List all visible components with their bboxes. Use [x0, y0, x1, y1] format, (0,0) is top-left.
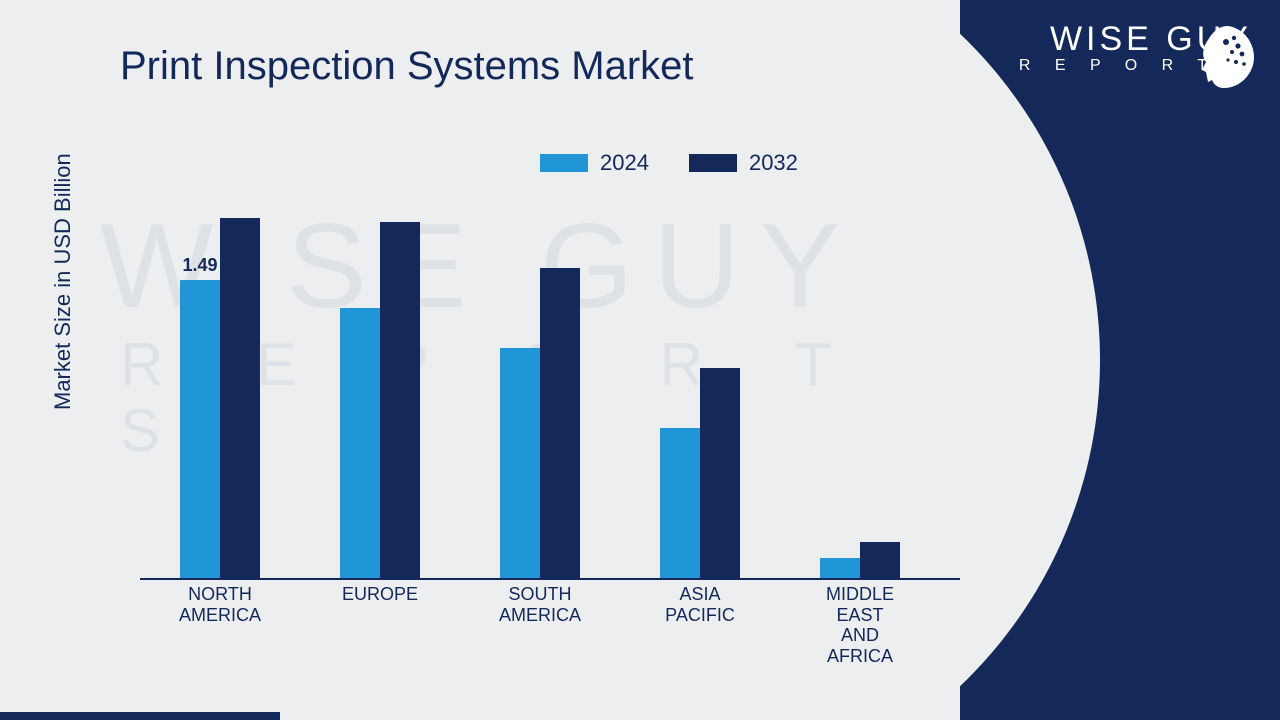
- y-axis-label: Market Size in USD Billion: [50, 153, 76, 410]
- right-panel: [960, 0, 1280, 720]
- category-label: EUROPE: [310, 584, 450, 605]
- category-label: SOUTHAMERICA: [470, 584, 610, 625]
- bar-2024: [660, 428, 700, 578]
- bar-2024: [500, 348, 540, 578]
- category-label: NORTHAMERICA: [150, 584, 290, 625]
- category-label: ASIAPACIFIC: [630, 584, 770, 625]
- plot-area: 1.49NORTHAMERICAEUROPESOUTHAMERICAASIAPA…: [140, 180, 960, 580]
- chart-area: Market Size in USD Billion 1.49NORTHAMER…: [60, 150, 980, 680]
- bar-2024: [340, 308, 380, 578]
- bar-2032: [700, 368, 740, 578]
- bar-2032: [860, 542, 900, 578]
- bar-2024: [180, 280, 220, 578]
- bar-2032: [380, 222, 420, 578]
- bottom-accent-bar: [0, 712, 280, 720]
- category-label: MIDDLEEASTANDAFRICA: [790, 584, 930, 667]
- panel-cutout: [960, 0, 1100, 720]
- chart-title: Print Inspection Systems Market: [120, 44, 694, 89]
- brand-logo: WISE GUY R E P O R T S: [992, 20, 1252, 75]
- bar-2032: [540, 268, 580, 578]
- bar-value-label: 1.49: [170, 255, 230, 276]
- bar-2024: [820, 558, 860, 578]
- brand-head-icon: [1188, 22, 1258, 92]
